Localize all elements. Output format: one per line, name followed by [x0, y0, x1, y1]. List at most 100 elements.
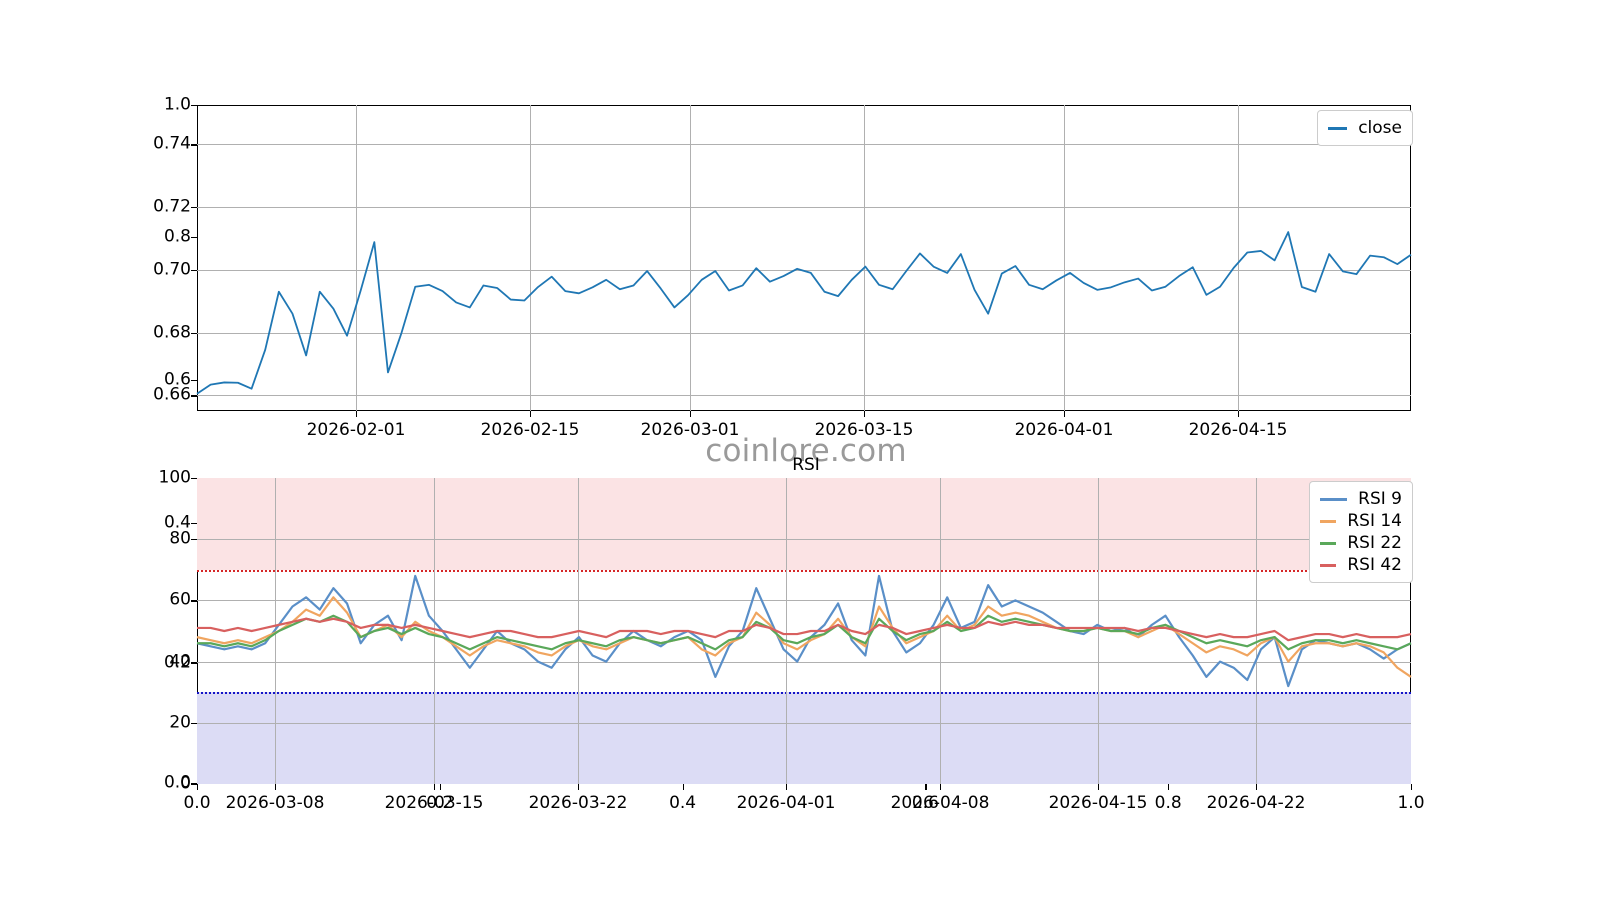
rsi-xtick-unit-label-3: 0.6 — [911, 793, 939, 813]
price-ytick-label-4: 0.74 — [153, 133, 191, 154]
rsi-xtick-unit-label-2: 0.4 — [669, 793, 697, 813]
rsi-xtick-unit-label-0: 0.0 — [183, 793, 211, 813]
rsi-ytick-label-3: 60 — [169, 589, 191, 610]
price-gridline-v-3 — [864, 105, 865, 411]
price-ytick-label-2: 0.70 — [153, 259, 191, 280]
price-gridline-h-0 — [197, 395, 1411, 397]
price-ytick-unit-mark-2 — [191, 105, 197, 107]
rsi-xtick-unit-label-5: 1.0 — [1397, 793, 1425, 813]
rsi-xtick-unit-mark-5 — [1411, 784, 1413, 790]
rsi-ytick-unit-mark-2 — [191, 523, 197, 525]
price-gridline-h-4 — [197, 144, 1411, 146]
price-xtick-label-2: 2026-03-01 — [640, 420, 740, 440]
rsi-ytick-label-4: 80 — [169, 528, 191, 549]
rsi-xtick-label-5: 2026-04-15 — [1048, 793, 1148, 813]
rsi-legend-entry-1: RSI 14 — [1320, 510, 1402, 532]
rsi-legend-swatch-2 — [1320, 541, 1337, 545]
rsi-ytick-mark-4 — [191, 539, 197, 541]
price-xtick-mark-1 — [530, 411, 532, 417]
rsi-legend-swatch-3 — [1320, 563, 1337, 567]
price-ytick-unit-mark-1 — [191, 237, 197, 239]
price-ytick-unit-mark-0 — [191, 380, 197, 382]
price-xtick-label-1: 2026-02-15 — [480, 420, 580, 440]
price-ytick-unit-label-0: 0.6 — [163, 369, 191, 390]
watermark: coinlore.com — [705, 433, 907, 469]
price-gridline-v-0 — [356, 105, 357, 411]
rsi-legend-label-2: RSI 22 — [1347, 533, 1402, 553]
price-ytick-mark-1 — [191, 332, 197, 334]
rsi-overbought-band — [197, 478, 1411, 570]
rsi-xtick-unit-label-1: 0.2 — [426, 793, 454, 813]
price-ytick-unit-label-2: 1.0 — [163, 94, 191, 115]
rsi-overbought-threshold — [197, 569, 1411, 572]
price-xtick-mark-5 — [1238, 411, 1240, 417]
price-legend-label-0: close — [1358, 118, 1402, 138]
rsi-ytick-mark-1 — [191, 722, 197, 725]
rsi-gridline-v-6 — [1256, 478, 1257, 784]
price-gridline-h-1 — [197, 332, 1411, 334]
rsi-xtick-unit-mark-0 — [197, 784, 199, 790]
rsi-legend-swatch-0 — [1320, 497, 1348, 501]
rsi-ytick-mark-2 — [191, 661, 197, 663]
rsi-legend-label-0: RSI 9 — [1358, 489, 1402, 509]
price-xtick-mark-0 — [356, 411, 358, 417]
rsi-xtick-unit-mark-2 — [682, 784, 684, 790]
rsi-gridline-h-3 — [197, 600, 1411, 602]
rsi-legend-swatch-1 — [1320, 519, 1337, 523]
rsi-xtick-label-3: 2026-04-01 — [736, 793, 836, 813]
rsi-xtick-label-6: 2026-04-22 — [1206, 793, 1306, 813]
rsi-line-rsi-22 — [197, 614, 1412, 651]
price-line-close — [196, 231, 1412, 395]
rsi-ytick-label-0: 0 — [180, 773, 191, 794]
rsi-ytick-unit-label-1: 0.2 — [163, 652, 191, 673]
rsi-legend-entry-0: RSI 9 — [1320, 488, 1402, 510]
rsi-xtick-unit-mark-4 — [1168, 784, 1170, 790]
price-ytick-mark-4 — [191, 144, 197, 146]
rsi-gridline-v-3 — [786, 478, 787, 784]
rsi-xtick-label-0: 2026-03-08 — [225, 793, 325, 813]
rsi-chart-title: RSI — [792, 455, 820, 475]
rsi-xtick-mark-0 — [275, 784, 277, 790]
price-xtick-label-4: 2026-04-01 — [1014, 420, 1114, 440]
rsi-ytick-label-5: 100 — [158, 467, 191, 488]
price-xtick-mark-3 — [864, 411, 866, 417]
rsi-ytick-label-1: 20 — [169, 712, 191, 733]
price-xtick-label-5: 2026-04-15 — [1188, 420, 1288, 440]
rsi-gridline-v-5 — [1098, 478, 1099, 784]
price-ytick-label-3: 0.72 — [153, 196, 191, 217]
rsi-ytick-unit-label-2: 0.4 — [163, 512, 191, 533]
rsi-oversold-threshold — [197, 692, 1411, 695]
price-legend-swatch-0 — [1328, 126, 1348, 130]
price-ytick-mark-3 — [191, 207, 197, 209]
price-ytick-label-0: 0.66 — [153, 384, 191, 405]
rsi-ytick-label-2: 40 — [169, 651, 191, 672]
rsi-gridline-h-1 — [197, 722, 1411, 724]
rsi-chart-legend[interactable]: RSI 9 RSI 14 RSI 22 RSI 42 — [1309, 481, 1413, 583]
rsi-legend-entry-3: RSI 42 — [1320, 554, 1402, 576]
price-gridline-v-1 — [530, 105, 531, 411]
rsi-xtick-mark-1 — [434, 784, 436, 790]
rsi-xtick-mark-5 — [1098, 784, 1100, 790]
price-chart-plot-area — [197, 105, 1411, 411]
rsi-ytick-mark-0 — [191, 784, 197, 786]
price-legend-entry-0: close — [1328, 117, 1402, 139]
rsi-xtick-mark-2 — [578, 784, 580, 790]
price-gridline-v-4 — [1064, 105, 1065, 411]
price-gridline-v-5 — [1238, 105, 1239, 411]
rsi-legend-label-3: RSI 42 — [1347, 555, 1402, 575]
rsi-ytick-mark-3 — [191, 600, 197, 602]
rsi-xtick-unit-label-4: 0.8 — [1154, 793, 1182, 813]
rsi-ytick-unit-label-0: 0.0 — [163, 772, 191, 793]
rsi-line-rsi-42 — [197, 617, 1412, 642]
rsi-xtick-label-2: 2026-03-22 — [528, 793, 628, 813]
rsi-xtick-mark-6 — [1256, 784, 1258, 790]
rsi-xtick-mark-4 — [940, 784, 942, 790]
price-ytick-mark-0 — [191, 395, 197, 397]
rsi-gridline-v-4 — [940, 478, 941, 784]
price-xtick-mark-4 — [1064, 411, 1066, 417]
rsi-gridline-v-1 — [434, 478, 435, 784]
rsi-gridline-h-2 — [197, 661, 1411, 663]
price-chart-legend[interactable]: close — [1317, 110, 1413, 146]
